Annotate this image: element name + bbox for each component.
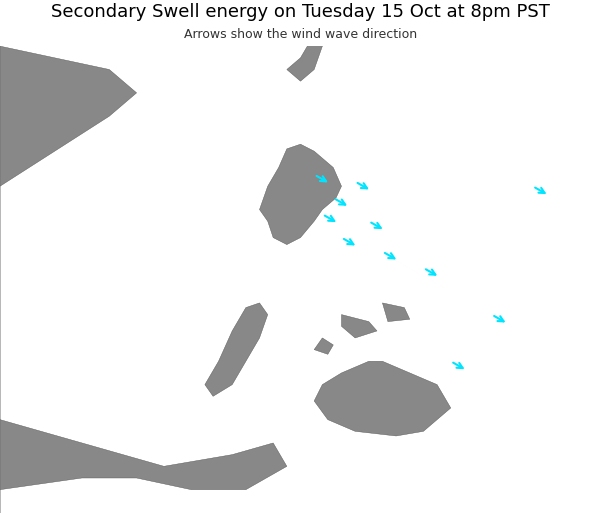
Text: Arrows show the wind wave direction: Arrows show the wind wave direction: [184, 28, 417, 41]
Polygon shape: [341, 314, 377, 338]
Polygon shape: [287, 34, 322, 81]
Polygon shape: [205, 303, 267, 396]
Polygon shape: [0, 420, 287, 489]
Text: Secondary Swell energy on Tuesday 15 Oct at 8pm PST: Secondary Swell energy on Tuesday 15 Oct…: [51, 3, 550, 21]
Polygon shape: [0, 46, 136, 513]
Polygon shape: [382, 303, 410, 322]
Polygon shape: [314, 361, 451, 436]
Polygon shape: [314, 338, 334, 354]
Polygon shape: [260, 144, 341, 245]
